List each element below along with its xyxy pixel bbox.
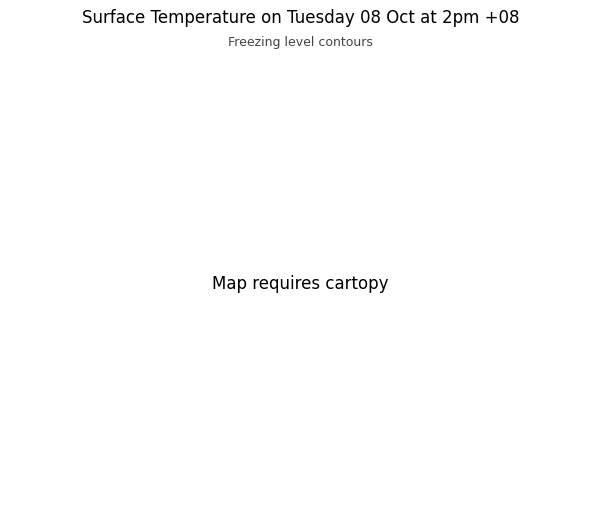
Text: Freezing level contours: Freezing level contours bbox=[228, 36, 373, 49]
Text: Surface Temperature on Tuesday 08 Oct at 2pm +08: Surface Temperature on Tuesday 08 Oct at… bbox=[82, 9, 519, 27]
Text: Map requires cartopy: Map requires cartopy bbox=[212, 276, 389, 293]
